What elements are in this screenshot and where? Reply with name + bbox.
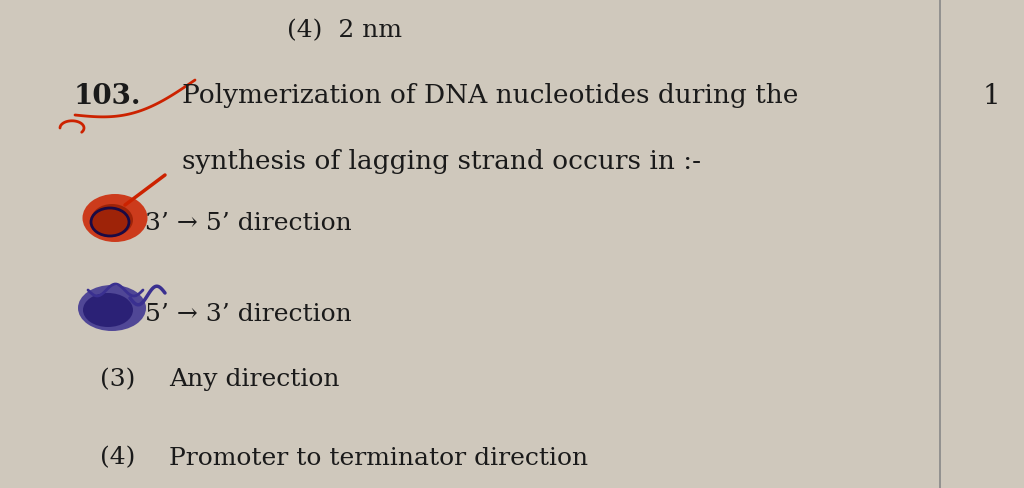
Text: Polymerization of DNA nucleotides during the: Polymerization of DNA nucleotides during…: [182, 83, 799, 108]
Text: 1: 1: [983, 83, 1000, 110]
Text: (4): (4): [100, 447, 136, 469]
Ellipse shape: [78, 285, 146, 331]
Text: 5’ → 3’ direction: 5’ → 3’ direction: [145, 303, 352, 325]
Text: synthesis of lagging strand occurs in :-: synthesis of lagging strand occurs in :-: [182, 149, 701, 174]
Ellipse shape: [91, 204, 133, 236]
Ellipse shape: [83, 194, 147, 242]
Text: 3’ → 5’ direction: 3’ → 5’ direction: [145, 212, 352, 235]
Text: Any direction: Any direction: [169, 368, 340, 391]
Text: Promoter to terminator direction: Promoter to terminator direction: [169, 447, 588, 469]
Text: (4)  2 nm: (4) 2 nm: [287, 20, 401, 42]
Text: (3): (3): [100, 368, 136, 391]
Text: 103.: 103.: [74, 83, 141, 110]
Ellipse shape: [83, 293, 133, 327]
